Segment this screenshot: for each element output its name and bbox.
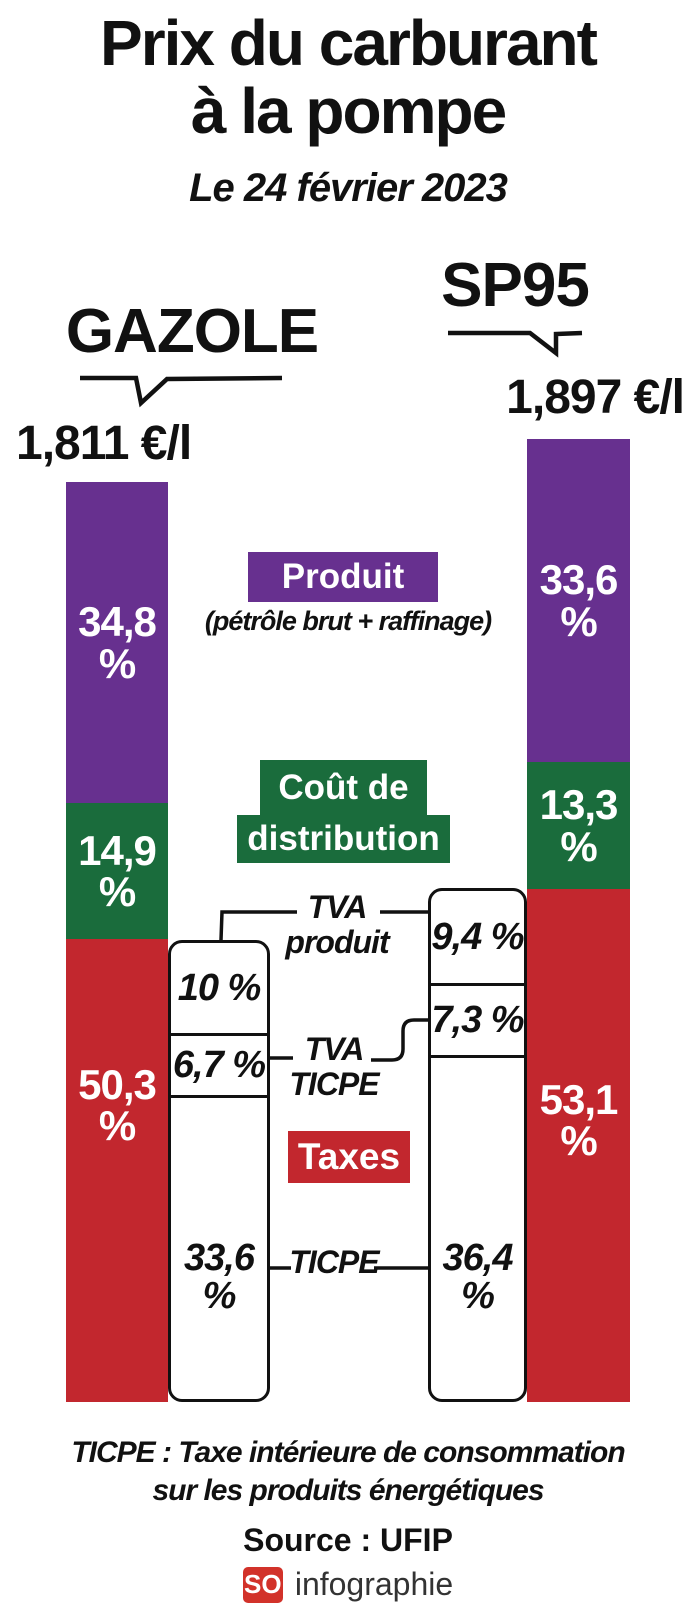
gazole-ticpe-value-number: 33,6 [184, 1236, 255, 1279]
produit-legend-badge: Produit [248, 552, 438, 602]
ticpe-footnote-line1: TICPE : Taxe intérieure de consommation [71, 1436, 625, 1469]
sp95-taxes-unit: % [560, 1117, 597, 1165]
gazole-taxes-unit: % [98, 1102, 136, 1150]
sp95-produit-value: 33,6 [539, 556, 619, 604]
sp95-ticpe-value: 36,4 % [431, 1058, 524, 1399]
sp95-pointer-line [448, 330, 583, 358]
sp95-tva-produit-value: 9,4 % [431, 891, 525, 986]
sp95-taxes-value: 53,1 [539, 1076, 619, 1123]
gazole-produit-unit: % [98, 639, 136, 687]
source-line: Source : UFIP [243, 1522, 453, 1558]
credit-line: SO infographie [0, 1566, 696, 1603]
tva-ticpe-label: TVA TICPE [282, 1031, 386, 1103]
sp95-bar: 33,6 % 13,3 % 53,1 % [527, 439, 630, 1402]
gazole-ticpe-value: 33,6 % [171, 1098, 267, 1399]
gazole-price: 1,811 €/l [16, 417, 192, 470]
gazole-pointer-line [80, 375, 283, 408]
sp95-distribution-segment: 13,3 % [527, 762, 630, 889]
gazole-produit-segment: 34,8 % [66, 482, 168, 803]
sp95-distribution-value: 13,3 [539, 781, 619, 829]
gazole-tva-produit-value: 10 % [171, 943, 267, 1036]
gazole-bar: 34,8 % 14,9 % 50,3 % [66, 482, 168, 1402]
sp95-ticpe-value-unit: % [461, 1274, 495, 1317]
tva-produit-label-line1: TVA [307, 889, 368, 925]
tva-produit-label: TVA produit [272, 889, 402, 961]
credit-text: infographie [294, 1566, 454, 1602]
sp95-distribution-unit: % [560, 822, 597, 870]
ticpe-label: TICPE [289, 1244, 379, 1280]
gazole-heading: GAZOLE [65, 297, 319, 366]
gazole-taxes-segment: 50,3 % [66, 939, 168, 1402]
sp95-heading: SP95 [441, 251, 590, 320]
gazole-ticpe-value-unit: % [202, 1274, 237, 1317]
tva-ticpe-label-line1: TVA [304, 1031, 365, 1067]
sp95-tax-breakdown-box: 9,4 % 7,3 % 36,4 % [428, 888, 527, 1402]
sp95-taxes-segment: 53,1 % [527, 889, 630, 1402]
sp95-produit-unit: % [560, 597, 597, 645]
date-subtitle: Le 24 février 2023 [189, 166, 508, 210]
gazole-tax-breakdown-box: 10 % 6,7 % 33,6 % [168, 940, 270, 1402]
gazole-tva-ticpe-value: 6,7 % [171, 1036, 267, 1098]
ticpe-footnote: TICPE : Taxe intérieure de consommation … [0, 1434, 696, 1509]
page-title-line1: Prix du carburant [100, 7, 598, 79]
gazole-taxes-value: 50,3 [78, 1061, 157, 1108]
page-title: Prix du carburant à la pompe [0, 7, 696, 147]
distribution-legend-badge-line1: Coût de [260, 760, 427, 815]
produit-legend-subtext: (pétrôle brut + raffinage) [204, 606, 492, 636]
taxes-legend-badge: Taxes [288, 1131, 410, 1183]
ticpe-footnote-line2: sur les produits énergétiques [152, 1473, 544, 1507]
gazole-distribution-unit: % [98, 868, 136, 915]
page-title-line2: à la pompe [190, 74, 507, 147]
gazole-distribution-value: 14,9 [78, 826, 157, 874]
distribution-legend-badge-line2: distribution [237, 815, 450, 863]
sp95-tva-ticpe-value: 7,3 % [431, 986, 525, 1058]
sp95-ticpe-value-number: 36,4 [442, 1236, 514, 1279]
tva-ticpe-label-line2: TICPE [289, 1066, 379, 1103]
sp95-price: 1,897 €/l [506, 371, 685, 424]
gazole-distribution-segment: 14,9 % [66, 803, 168, 939]
gazole-produit-value: 34,8 [78, 598, 157, 646]
tva-produit-label-line2: produit [285, 924, 389, 961]
sud-ouest-logo: SO [242, 1566, 283, 1603]
sp95-produit-segment: 33,6 % [527, 439, 630, 762]
